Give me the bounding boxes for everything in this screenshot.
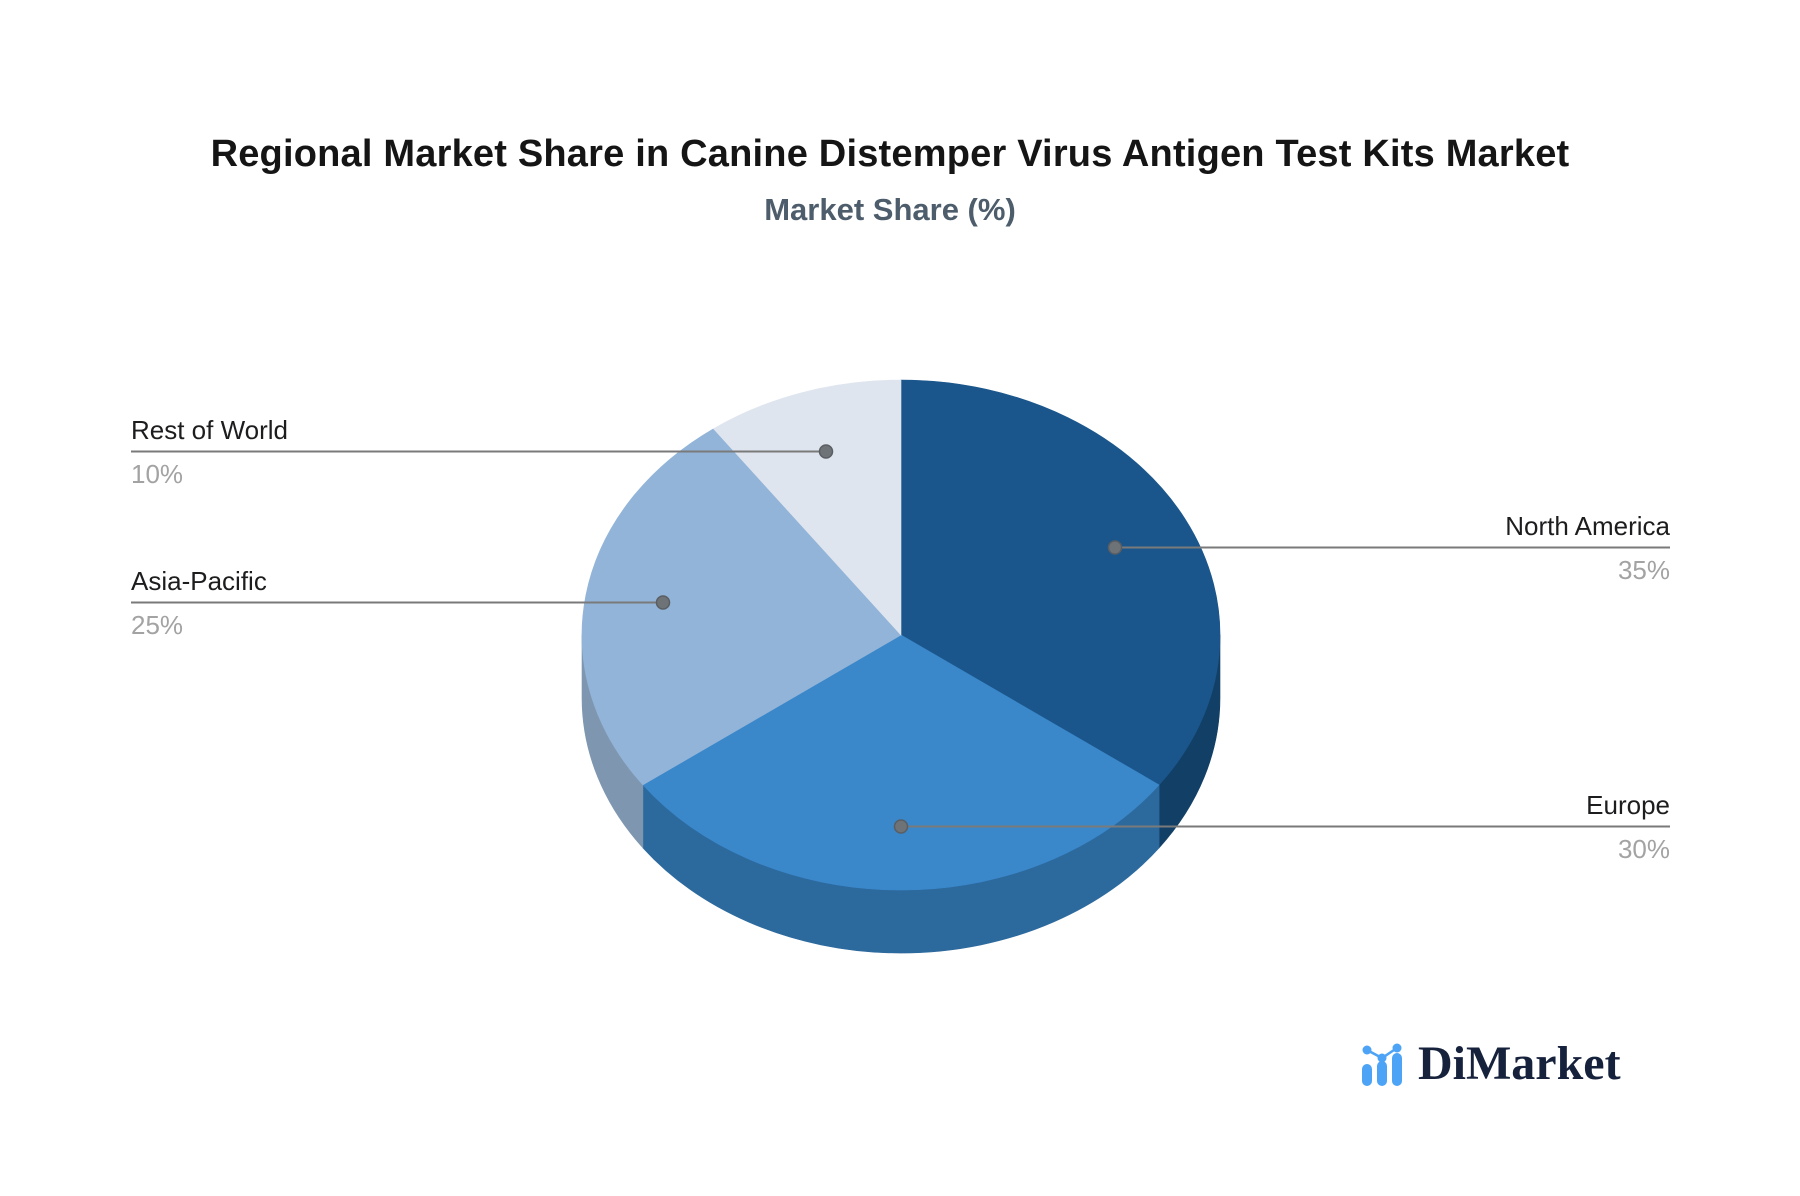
logo-text: DiMarket xyxy=(1418,1037,1621,1090)
chart-subtitle: Market Share (%) xyxy=(764,192,1016,227)
callout-rest-of-world: Rest of World 10% xyxy=(131,415,288,489)
label-name: Europe xyxy=(1586,790,1670,820)
label-value: 10% xyxy=(131,459,184,489)
label-name: Rest of World xyxy=(131,415,289,445)
logo: DiMarket xyxy=(1360,1040,1621,1088)
pie-slice-rest-of-world[interactable] xyxy=(713,379,902,636)
pie-slice-north-america[interactable] xyxy=(900,379,1221,786)
leader-dot-asia-pacific xyxy=(655,595,671,610)
label-value: 25% xyxy=(131,610,184,640)
label-name: North America xyxy=(1505,511,1670,541)
chart-title: Regional Market Share in Canine Distempe… xyxy=(210,133,1570,175)
pie-slice-asia-pacific[interactable] xyxy=(581,428,902,786)
label-value: 30% xyxy=(1617,834,1670,864)
callout-asia-pacific: Asia-Pacific 25% xyxy=(131,566,267,640)
callout-north-america: North America 35% xyxy=(1505,511,1670,585)
leader-dot-europe xyxy=(893,819,909,834)
leader-dot-north-america xyxy=(1107,540,1123,555)
leader-dot-rest-of-world xyxy=(818,444,834,459)
bar-chart-icon xyxy=(1362,1043,1402,1086)
label-name: Asia-Pacific xyxy=(131,566,267,596)
label-value: 35% xyxy=(1617,555,1670,585)
callout-europe: Europe 30% xyxy=(1586,790,1670,864)
